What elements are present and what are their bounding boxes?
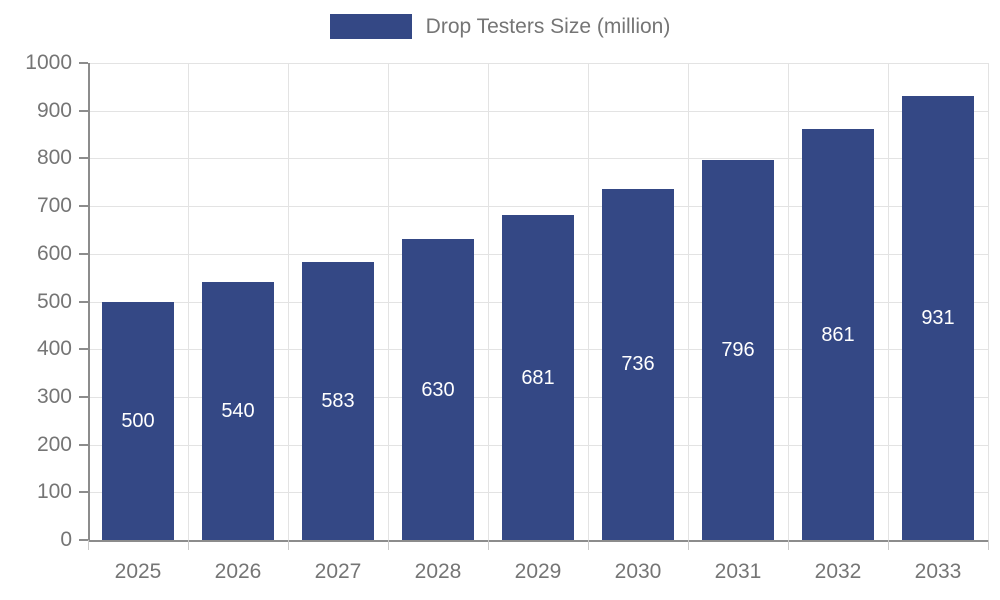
y-axis-tick xyxy=(79,395,88,398)
y-axis-label: 700 xyxy=(36,194,72,218)
x-axis-label-2033: 2033 xyxy=(914,560,962,583)
bar-2031[interactable] xyxy=(702,160,774,540)
x-axis-tick xyxy=(288,540,289,550)
x-axis-tick xyxy=(888,540,889,550)
x-axis-label-2031: 2031 xyxy=(714,560,762,583)
y-axis-tick xyxy=(79,205,88,208)
y-axis-tick xyxy=(79,348,88,351)
legend-swatch xyxy=(329,14,412,39)
x-axis-label-2026: 2026 xyxy=(214,560,262,583)
y-axis-tick xyxy=(79,252,88,255)
gridline-horizontal xyxy=(88,63,988,64)
gridline-vertical xyxy=(288,63,289,540)
x-axis-tick xyxy=(788,540,789,550)
gridline-vertical xyxy=(188,63,189,540)
y-axis-label: 300 xyxy=(36,384,72,408)
x-axis-tick xyxy=(688,540,689,550)
bar-2026[interactable] xyxy=(202,282,274,540)
y-axis-tick xyxy=(79,443,88,446)
y-axis-label: 800 xyxy=(36,146,72,170)
y-axis-tick xyxy=(79,539,88,541)
bar-2033[interactable] xyxy=(902,95,974,540)
y-axis-label: 1000 xyxy=(25,51,72,74)
gridline-vertical xyxy=(488,63,489,540)
y-axis-tick xyxy=(79,491,88,494)
bar-2027[interactable] xyxy=(302,261,374,540)
y-axis-label: 900 xyxy=(36,98,72,122)
x-axis-tick xyxy=(588,540,589,550)
gridline-horizontal xyxy=(88,206,988,208)
gridline-vertical xyxy=(388,63,389,540)
y-axis-tick xyxy=(79,300,88,303)
bar-2032[interactable] xyxy=(802,129,874,540)
gridline-vertical xyxy=(888,63,889,540)
y-axis-line xyxy=(88,63,90,540)
gridline-vertical xyxy=(788,63,789,540)
y-axis-label: 0 xyxy=(60,528,72,551)
x-axis-tick xyxy=(188,540,189,550)
bar-2025[interactable] xyxy=(102,301,174,540)
y-axis-tick xyxy=(79,62,88,64)
x-axis-label-2030: 2030 xyxy=(614,560,662,583)
x-axis-label-2028: 2028 xyxy=(414,560,462,583)
gridline-vertical xyxy=(588,63,589,540)
gridline-horizontal xyxy=(88,158,988,160)
legend[interactable]: Drop Testers Size (million) xyxy=(0,14,1000,39)
bar-2028[interactable] xyxy=(402,239,474,540)
x-axis-tick xyxy=(988,540,989,550)
y-axis-label: 100 xyxy=(36,480,72,504)
x-axis-label-2025: 2025 xyxy=(114,560,162,583)
y-axis-label: 400 xyxy=(36,337,72,361)
y-axis-label: 200 xyxy=(36,432,72,456)
y-axis-tick xyxy=(79,109,88,112)
y-axis-tick xyxy=(79,157,88,160)
gridline-vertical xyxy=(688,63,689,540)
y-axis-label: 500 xyxy=(36,289,72,313)
x-axis-tick xyxy=(488,540,489,550)
gridline-horizontal xyxy=(88,110,988,112)
legend-label: Drop Testers Size (million) xyxy=(425,14,671,38)
x-axis-label-2032: 2032 xyxy=(814,560,862,583)
gridline-vertical xyxy=(988,63,989,540)
x-axis-line xyxy=(88,540,989,542)
bar-2029[interactable] xyxy=(502,215,574,540)
bar-2030[interactable] xyxy=(602,188,674,540)
x-axis-tick xyxy=(88,540,89,550)
x-axis-label-2027: 2027 xyxy=(314,560,362,583)
y-axis-label: 600 xyxy=(36,241,72,265)
x-axis-tick xyxy=(388,540,389,550)
x-axis-label-2029: 2029 xyxy=(514,560,562,583)
